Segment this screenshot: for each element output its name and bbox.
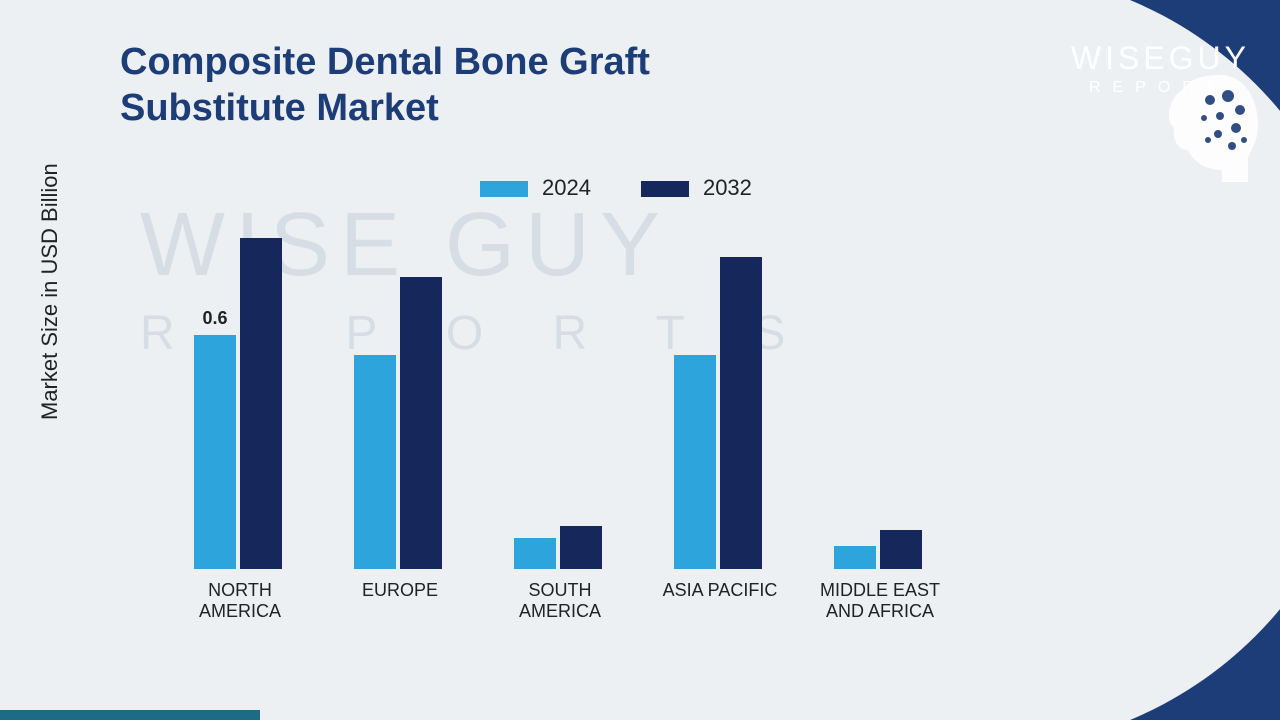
- bar-chart: 2024 2032 Market Size in USD Billion 0.6…: [60, 170, 960, 670]
- legend-swatch-2032: [641, 181, 689, 197]
- legend-item-2024: 2024: [480, 175, 591, 201]
- logo-wise: WISE: [1071, 40, 1169, 76]
- chart-legend: 2024 2032: [480, 175, 752, 201]
- legend-label-2032: 2032: [703, 175, 752, 200]
- legend-item-2032: 2032: [641, 175, 752, 201]
- x-axis-label: ASIA PACIFIC: [650, 580, 790, 601]
- bar: [514, 538, 556, 569]
- bar: [834, 546, 876, 569]
- bar: [354, 355, 396, 570]
- bar: [240, 238, 282, 570]
- bar-value-label: 0.6: [185, 308, 245, 329]
- page-root: WISEGUY REPORTS Composite Dental Bone Gr…: [0, 0, 1280, 720]
- x-axis-label: MIDDLE EAST AND AFRICA: [810, 580, 950, 621]
- bar: [674, 355, 716, 570]
- bar: [880, 530, 922, 569]
- bottom-accent-bar: [0, 710, 260, 720]
- bar: [560, 526, 602, 569]
- chart-title: Composite Dental Bone Graft Substitute M…: [120, 40, 760, 131]
- legend-swatch-2024: [480, 181, 528, 197]
- legend-label-2024: 2024: [542, 175, 591, 200]
- bar: [400, 277, 442, 570]
- y-axis-label: Market Size in USD Billion: [37, 163, 63, 420]
- logo-head-icon: [1160, 70, 1260, 190]
- plot-area: 0.6: [150, 180, 950, 570]
- x-axis-label: SOUTH AMERICA: [490, 580, 630, 621]
- bar: [720, 257, 762, 569]
- brand-logo: WISEGUY REPORTS: [1071, 40, 1250, 97]
- x-axis-label: NORTH AMERICA: [170, 580, 310, 621]
- x-axis-label: EUROPE: [330, 580, 470, 601]
- x-axis: NORTH AMERICA EUROPE SOUTH AMERICA ASIA PAC…: [150, 570, 950, 670]
- bar: [194, 335, 236, 569]
